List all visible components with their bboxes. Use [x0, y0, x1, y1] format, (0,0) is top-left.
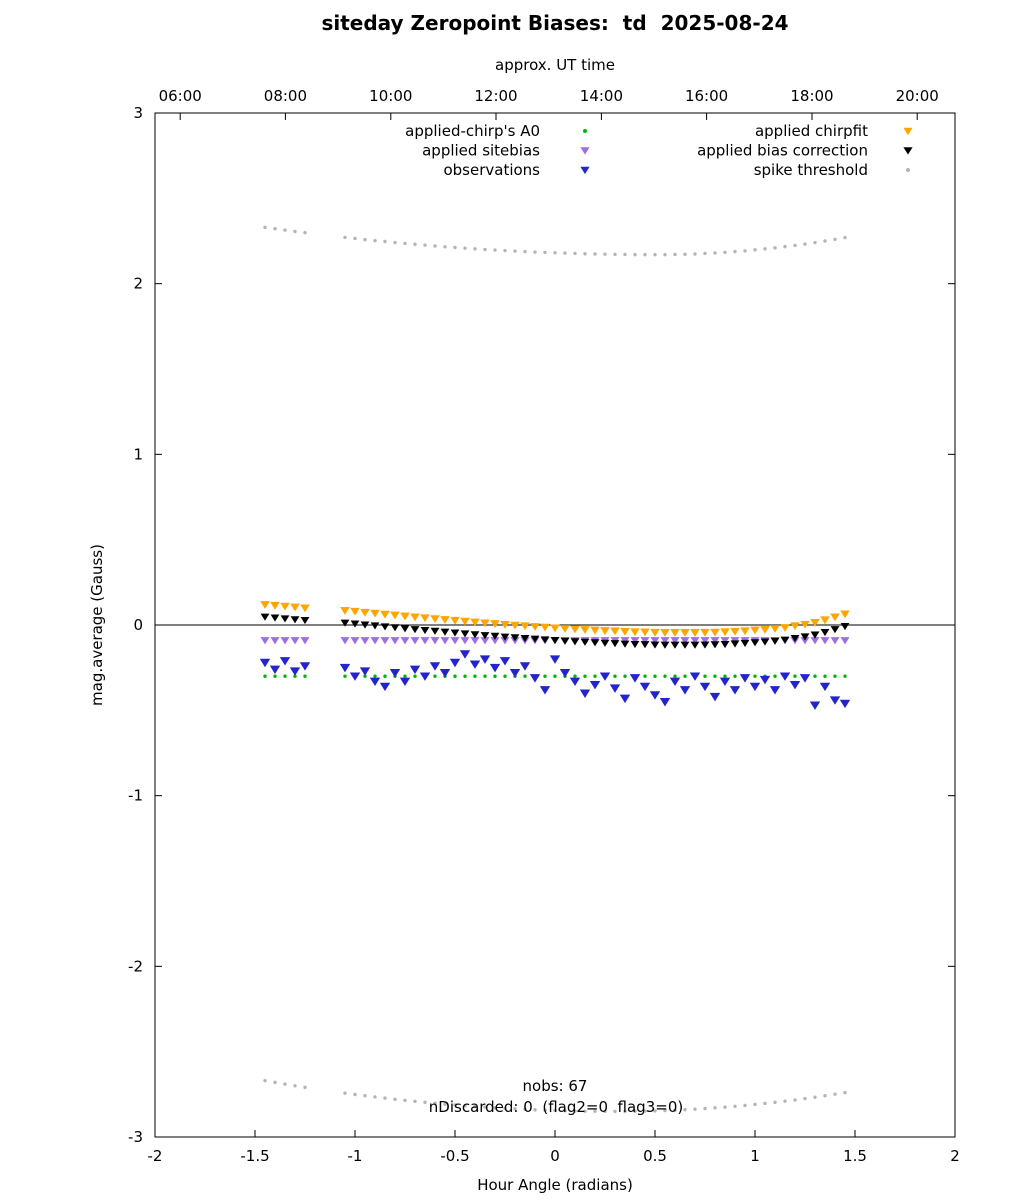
x-tick-label: 1.5	[843, 1147, 867, 1165]
series-spike_threshold_lower	[263, 1078, 847, 1114]
y-tick-label: -1	[128, 787, 143, 805]
x-tick-label: -0.5	[440, 1147, 469, 1165]
x-tick-label: -1.5	[240, 1147, 269, 1165]
x-axis-label: Hour Angle (radians)	[477, 1176, 633, 1194]
top-tick-label: 14:00	[580, 87, 623, 105]
y-axis-label: mag.average (Gauss)	[88, 544, 106, 706]
legend-label: applied chirpfit	[755, 122, 868, 140]
x-tick-label: -2	[148, 1147, 163, 1165]
legend-label: applied sitebias	[422, 142, 540, 160]
legend-label: applied-chirp's A0	[405, 122, 540, 140]
x-tick-label: 2	[950, 1147, 960, 1165]
legend: applied-chirp's A0 applied sitebiasobserv…	[405, 122, 913, 179]
x-tick-label: 1	[750, 1147, 760, 1165]
top-tick-label: 20:00	[896, 87, 939, 105]
y-tick-label: -3	[128, 1128, 143, 1146]
top-tick-label: 16:00	[685, 87, 728, 105]
top-tick-label: 08:00	[264, 87, 307, 105]
top-tick-label: 18:00	[790, 87, 833, 105]
y-tick-label: 1	[133, 445, 143, 463]
series-spike_threshold_upper	[263, 225, 847, 257]
x-tick-label: -1	[348, 1147, 363, 1165]
chart-title: siteday Zeropoint Biases: td 2025-08-24	[321, 11, 789, 35]
x-tick-label: 0.5	[643, 1147, 667, 1165]
top-axis-ticks: 06:00 08:00 10:00 12:00 14:00 16:00 18:00 20:00	[159, 87, 939, 120]
x-tick-label: 0	[550, 1147, 560, 1165]
ndiscarded-annotation: nDiscarded: 0 (flag2=0 flag3=0)	[428, 1098, 684, 1116]
series-observations	[259, 650, 851, 710]
legend-label: observations	[443, 161, 540, 179]
y-tick-label: -2	[128, 957, 143, 975]
legend-label: spike threshold	[754, 161, 868, 179]
y-axis-ticks: 3 2 1 0 -1 -2 -3	[128, 104, 955, 1146]
top-axis-label: approx. UT time	[495, 56, 615, 74]
x-axis-ticks: -2 -1.5 -1 -0.5 0 0.5 1 1.5 2	[148, 1130, 960, 1165]
series-a0	[263, 674, 847, 678]
top-tick-label: 10:00	[369, 87, 412, 105]
top-tick-label: 12:00	[474, 87, 517, 105]
nobs-annotation: nobs: 67	[522, 1077, 588, 1095]
y-tick-label: 2	[133, 275, 143, 293]
series-chirpfit	[260, 601, 850, 637]
top-tick-label: 06:00	[159, 87, 202, 105]
legend-label: applied bias correction	[697, 142, 868, 160]
y-tick-label: 0	[133, 616, 143, 634]
series-bias_correction	[260, 613, 850, 649]
y-tick-label: 3	[133, 104, 143, 122]
